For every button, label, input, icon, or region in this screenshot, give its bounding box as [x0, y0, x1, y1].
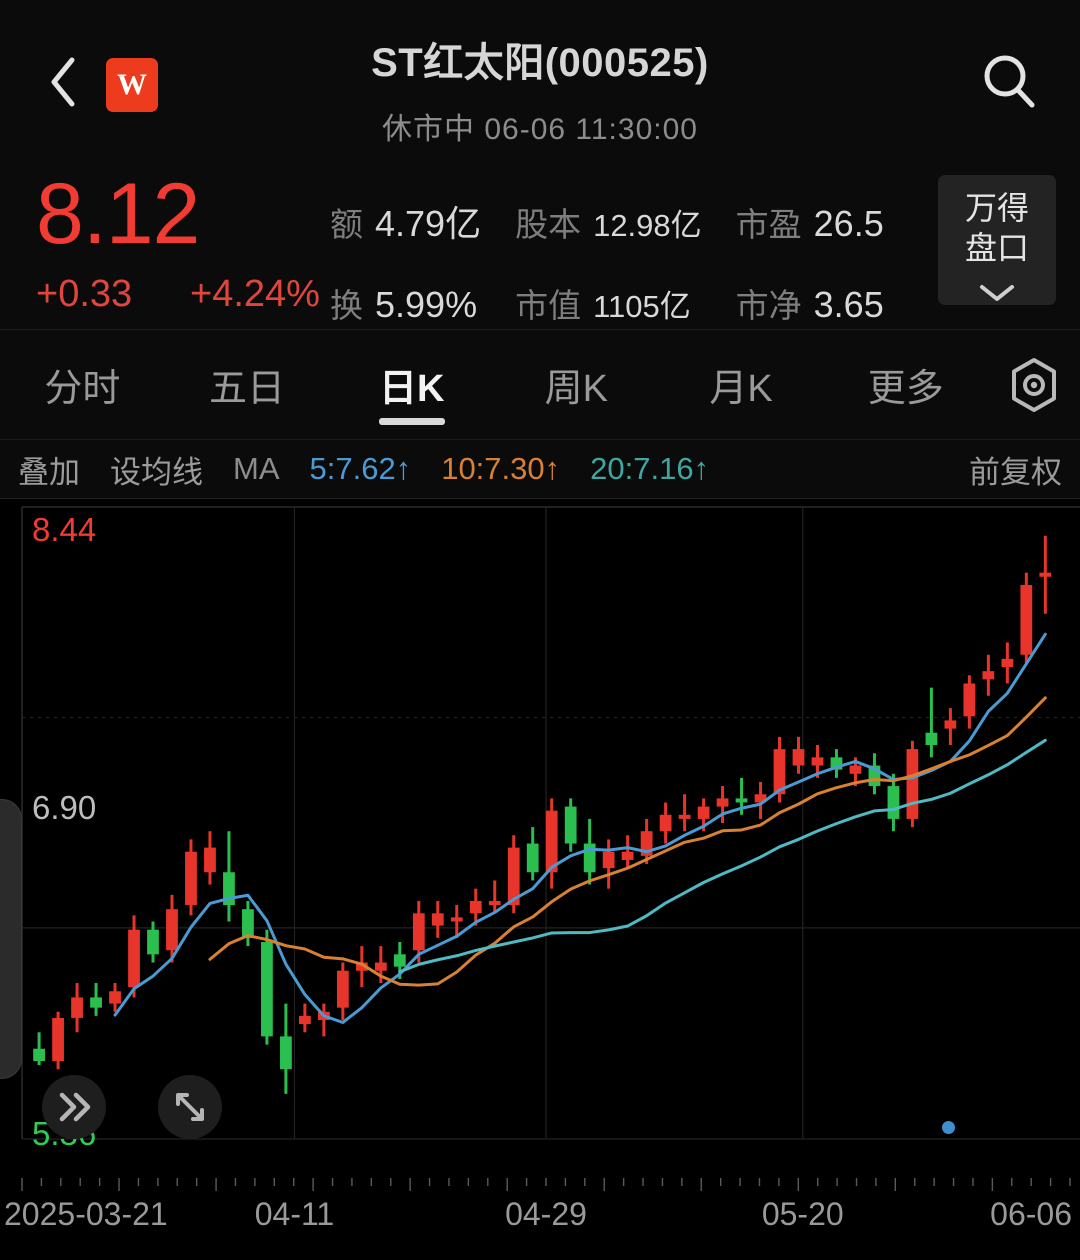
stat-value-shares: 12.98亿 [593, 208, 702, 243]
ma10-value: 10:7.30↑ [441, 451, 561, 486]
wind-orderbook-button[interactable]: 万得 盘口 [938, 175, 1056, 305]
ma-label: MA [233, 451, 280, 486]
drawer-edge-handle[interactable] [0, 799, 22, 1079]
price-change-percent: +4.24% [190, 273, 320, 315]
wind-orderbook-line1: 万得 [964, 190, 1029, 226]
back-icon[interactable] [46, 56, 80, 108]
stat-value-pb: 3.65 [813, 284, 884, 325]
stat-label-turnover: 换 [330, 287, 363, 324]
stat-label-pe: 市盈 [735, 206, 802, 243]
wind-logo-text: W [117, 68, 147, 101]
volume-dot-marker [942, 1121, 955, 1134]
tab-daily-k[interactable]: 日K [329, 330, 494, 439]
stat-label-shares: 股本 [515, 206, 582, 243]
price-change: +0.33 [36, 273, 133, 315]
tab-more[interactable]: 更多 [867, 368, 944, 410]
candlestick-chart[interactable]: 8.44 6.90 5.36 [0, 498, 1080, 1178]
app-header: W ST红太阳(000525) 休市中 06-06 11:30:00 [0, 0, 1080, 165]
x-axis-tick-label: 04-29 [505, 1196, 587, 1232]
stat-value-pe: 26.5 [813, 203, 884, 244]
ma-indicator-row: 叠加 设均线 MA 5:7.62↑ 10:7.30↑ 20:7.16↑ 前复权 [0, 440, 1080, 498]
x-axis-tick-label: 2025-03-21 [4, 1196, 168, 1232]
stat-value-turnover: 5.99% [375, 284, 478, 325]
ma5-value: 5:7.62↑ [309, 451, 412, 486]
x-axis-labels: 2025-03-21 04-11 04-29 05-20 06-06 [0, 1196, 1080, 1246]
x-axis-tick-label: 04-11 [254, 1196, 335, 1232]
hex-gear-icon[interactable] [988, 356, 1080, 414]
x-axis-ticks [21, 1178, 1071, 1191]
title-block: ST红太阳(000525) 休市中 06-06 11:30:00 [0, 30, 1080, 148]
wind-orderbook-line2: 盘口 [964, 229, 1029, 266]
stat-label-marketcap: 市值 [515, 287, 582, 324]
set-ma-button[interactable]: 设均线 [110, 454, 203, 490]
overlay-button[interactable]: 叠加 [18, 454, 80, 490]
chart-period-tabs: 分时 五日 日K 周K 月K 更多 [0, 330, 1080, 440]
adjust-mode-button[interactable]: 前复权 [969, 454, 1062, 490]
chevron-down-icon [976, 274, 1018, 314]
last-price: 8.12 [36, 166, 200, 262]
double-chevron-right-icon[interactable] [42, 1075, 106, 1139]
search-icon[interactable] [980, 52, 1038, 112]
page-title: ST红太阳(000525) [371, 41, 709, 85]
quote-panel: 8.12 +0.33 +4.24% 额 4.79亿 股本 12.98亿 市盈 2… [0, 165, 1080, 330]
x-axis-tick-label: 05-20 [761, 1196, 844, 1232]
tab-monthly-k[interactable]: 月K [709, 368, 773, 410]
tab-weekly-k[interactable]: 周K [544, 368, 609, 410]
x-axis-tick-label: 06-06 [990, 1196, 1072, 1232]
x-axis: 2025-03-21 04-11 04-29 05-20 06-06 [0, 1178, 1080, 1260]
candlestick-chart-svg[interactable] [0, 499, 1080, 1179]
tab-fenshi[interactable]: 分时 [44, 368, 121, 410]
stat-label-amount: 额 [330, 206, 363, 243]
wind-logo-icon[interactable]: W [106, 58, 158, 112]
stat-value-marketcap: 1105亿 [593, 289, 691, 324]
diagonal-expand-icon[interactable] [158, 1075, 222, 1139]
tab-wuri[interactable]: 五日 [209, 368, 286, 410]
ma20-value: 20:7.16↑ [590, 451, 710, 486]
stat-value-amount: 4.79亿 [375, 203, 482, 244]
quote-stats-grid: 额 4.79亿 股本 12.98亿 市盈 26.5 换 5.99% 市值 110… [330, 179, 918, 343]
market-status: 休市中 06-06 11:30:00 [382, 113, 698, 146]
stat-label-pb: 市净 [735, 287, 802, 324]
